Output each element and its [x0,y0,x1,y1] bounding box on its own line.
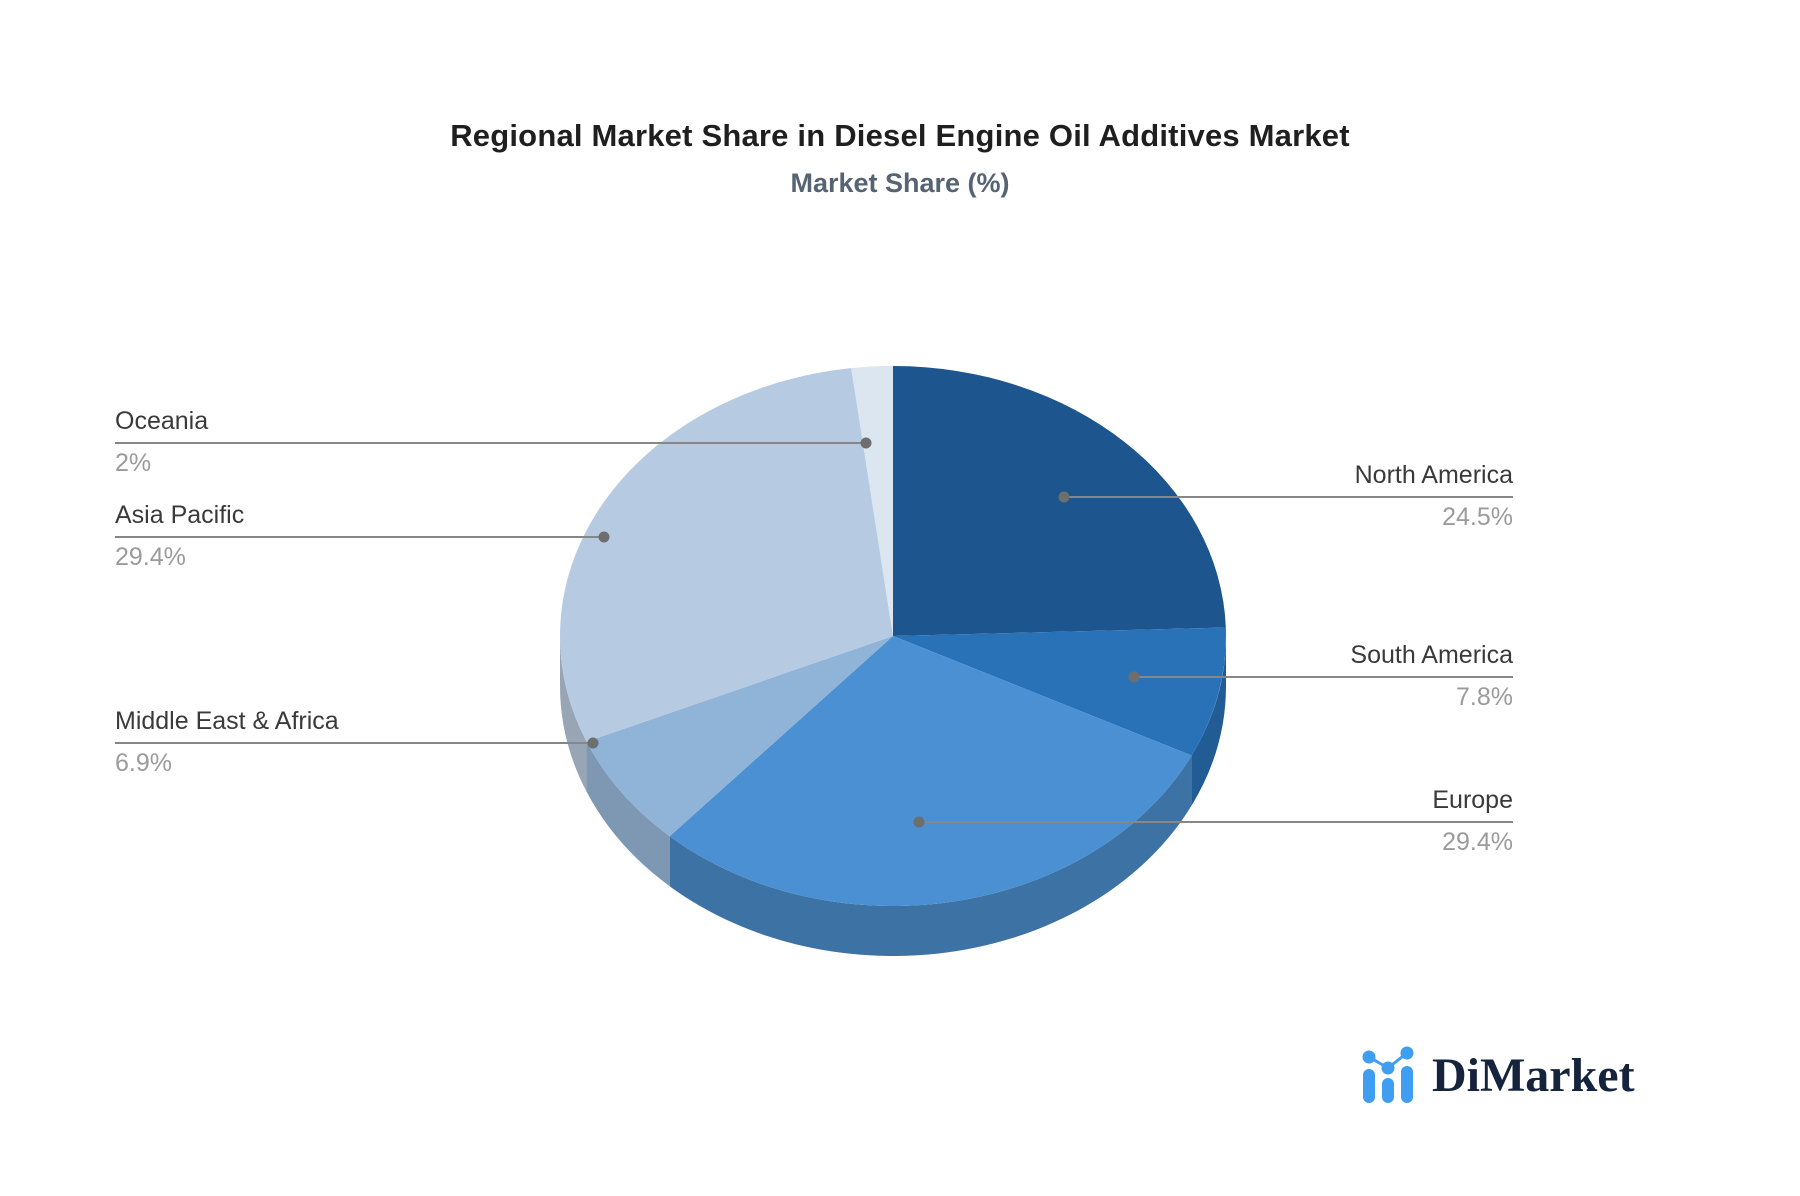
chart-subtitle: Market Share (%) [790,168,1010,198]
slice-label-middle-east-africa: Middle East & Africa 6.9% [115,706,339,778]
slice-label-value: 29.4% [115,543,186,571]
slice-label-name: Europe [1432,786,1513,814]
slice-label-name: South America [1350,641,1513,669]
pie-slice-asia-pacific[interactable] [560,368,893,742]
slice-label-name: Asia Pacific [115,501,245,529]
chart-title: Regional Market Share in Diesel Engine O… [450,118,1350,153]
slice-label-name: Oceania [115,407,209,435]
leader-dot-europe [913,816,925,828]
slice-label-asia-pacific: Asia Pacific 29.4% [115,500,244,572]
leader-dot-oceania [860,437,872,449]
pie-slice-side-asia-pacific [560,636,587,792]
slice-label-value: 6.9% [115,749,172,777]
pie-slice-north-america[interactable] [893,366,1226,636]
leader-dot-middle-east-africa [587,737,599,749]
slice-label-name: Middle East & Africa [115,707,339,735]
slice-label-value: 7.8% [1456,683,1513,711]
leader-dot-asia-pacific [598,531,610,543]
bar-chart-icon [1362,1046,1414,1103]
pie-slice-oceania[interactable] [851,366,893,636]
pie-slice-side-south-america [1191,636,1226,806]
pie-slice-middle-east-africa[interactable] [586,636,893,837]
pie-slice-side-middle-east-africa [586,741,670,887]
pie-slice-south-america[interactable] [893,627,1226,756]
leader-dot-south-america [1128,671,1140,683]
logo-text: DiMarket [1432,1049,1635,1102]
dimarket-logo: DiMarket [1358,1040,1635,1112]
pie-slice-europe[interactable] [669,636,1192,906]
pie-slice-side-europe [669,755,1192,956]
slice-label-value: 24.5% [1442,503,1513,531]
slice-label-value: 2% [115,449,152,477]
slice-label-north-america: North America 24.5% [1355,460,1513,532]
slice-label-europe: Europe 29.4% [1432,785,1513,857]
slice-label-value: 29.4% [1442,828,1513,856]
slice-label-oceania: Oceania 2% [115,406,208,478]
slice-label-south-america: South America 7.8% [1350,640,1513,712]
leader-dot-north-america [1058,491,1070,503]
slice-label-name: North America [1354,461,1513,489]
